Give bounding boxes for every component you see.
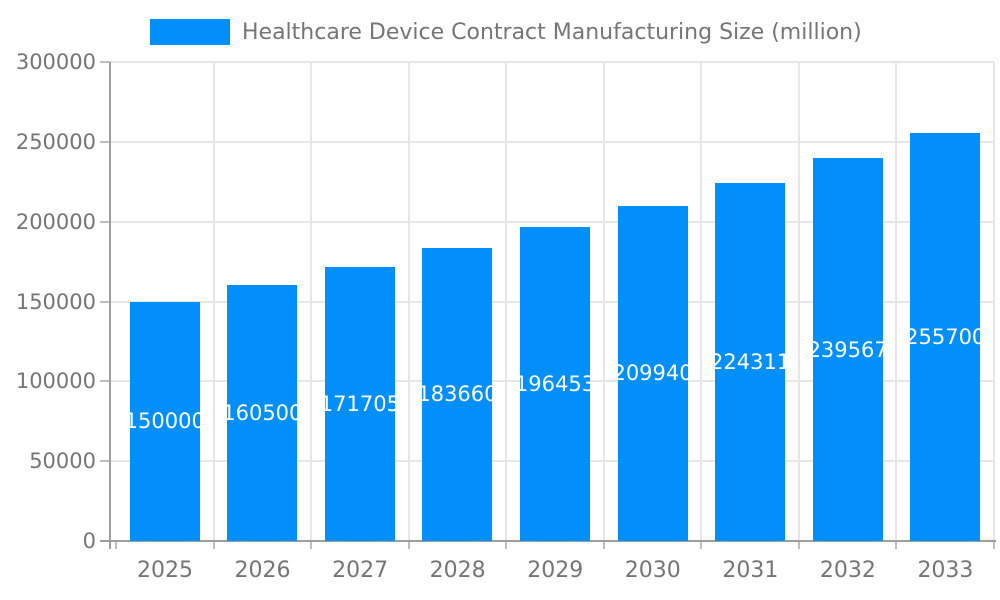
x-axis-label: 2029: [527, 558, 584, 583]
bar-value-label: 160500: [227, 400, 298, 425]
bar-2025[interactable]: 150000: [129, 301, 200, 541]
x-gridline: [310, 62, 313, 541]
y-axis-line: [109, 62, 111, 549]
x-axis-label: 2032: [819, 558, 876, 583]
bar-value-label: 171705: [324, 391, 395, 416]
x-axis-label: 2025: [137, 558, 193, 583]
y-axis-label: 100000: [15, 369, 96, 394]
x-axis-label: 2028: [429, 558, 486, 583]
bar-value-label: 209940: [617, 361, 688, 386]
y-axis-label: 200000: [15, 209, 96, 234]
y-axis-label: 0: [82, 529, 96, 553]
x-gridline: [212, 62, 215, 541]
x-axis-tick: [700, 541, 703, 549]
x-axis-tick: [115, 541, 117, 549]
x-axis-line: [100, 540, 996, 542]
legend-swatch: [150, 19, 230, 45]
bar-value-label: 196453: [520, 372, 590, 397]
x-axis-label: 2027: [332, 558, 389, 583]
x-axis-tick: [895, 541, 898, 549]
bar-value-label: 224311: [715, 349, 786, 374]
y-axis-tick: [100, 220, 110, 223]
x-axis-tick: [407, 541, 410, 549]
bar-value-label: 239567: [812, 337, 883, 362]
y-axis-tick: [100, 300, 110, 303]
y-axis-tick: [100, 61, 110, 63]
y-gridline: [110, 220, 994, 223]
x-gridline: [602, 62, 605, 541]
y-gridline: [110, 140, 994, 143]
legend-label: Healthcare Device Contract Manufacturing…: [242, 19, 862, 45]
y-axis-label: 50000: [29, 449, 96, 474]
x-axis-tick: [797, 541, 800, 549]
x-gridline: [505, 62, 508, 541]
x-axis-tick: [993, 541, 995, 549]
x-gridline: [797, 62, 800, 541]
bar-2029[interactable]: 196453: [520, 227, 590, 541]
y-gridline: [110, 61, 994, 63]
bar-2032[interactable]: 239567: [812, 158, 883, 541]
bar-2027[interactable]: 171705: [324, 266, 395, 541]
x-axis-tick: [505, 541, 508, 549]
legend-item[interactable]: Healthcare Device Contract Manufacturing…: [150, 18, 862, 46]
bar-2026[interactable]: 160500: [227, 284, 298, 541]
x-axis-label: 2030: [624, 558, 681, 583]
y-axis-tick: [100, 380, 110, 383]
bar-value-label: 255700: [910, 324, 981, 349]
x-axis-label: 2033: [917, 558, 974, 583]
x-gridline: [895, 62, 898, 541]
x-gridline: [407, 62, 410, 541]
x-gridline: [993, 62, 995, 541]
y-axis-label: 300000: [15, 50, 96, 74]
x-axis-tick: [602, 541, 605, 549]
y-axis-tick: [100, 460, 110, 463]
bar-2031[interactable]: 224311: [715, 182, 786, 541]
y-axis-tick: [100, 140, 110, 143]
bar-2030[interactable]: 209940: [617, 205, 688, 541]
x-gridline: [700, 62, 703, 541]
bar-2033[interactable]: 255700: [910, 132, 981, 541]
x-axis-tick: [212, 541, 215, 549]
y-axis-label: 250000: [15, 129, 96, 154]
y-axis-label: 150000: [15, 289, 96, 314]
bar-2028[interactable]: 183660: [422, 247, 493, 541]
bar-value-label: 183660: [422, 382, 493, 407]
x-axis-label: 2026: [234, 558, 291, 583]
x-axis-label: 2031: [722, 558, 779, 583]
x-axis-tick: [310, 541, 313, 549]
bar-value-label: 150000: [129, 409, 200, 434]
